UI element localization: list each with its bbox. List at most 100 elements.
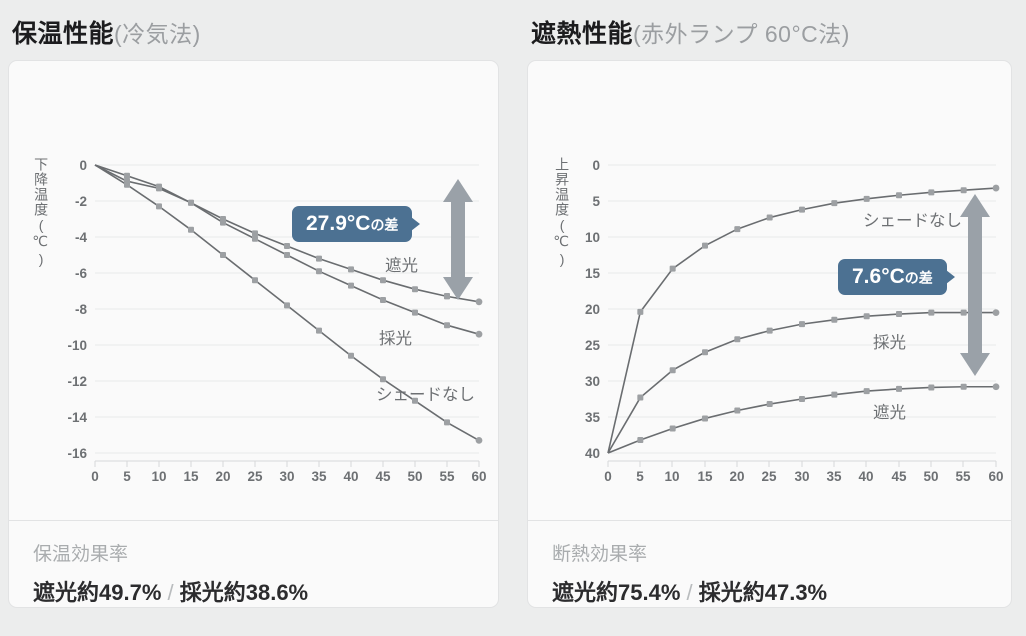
svg-text:0: 0	[604, 469, 612, 481]
svg-text:15: 15	[183, 469, 199, 481]
efficiency-value-b-left: 採光約38.6%	[179, 580, 309, 605]
footer-left: 保温効果率 遮光約49.7% / 採光約38.6%	[9, 521, 498, 607]
svg-text:30: 30	[585, 374, 600, 389]
efficiency-value-b-right: 採光約47.3%	[698, 580, 828, 605]
svg-text:35: 35	[585, 410, 601, 425]
series-shakou-left	[94, 164, 483, 306]
svg-text:-4: -4	[75, 230, 87, 245]
svg-text:35: 35	[826, 469, 842, 481]
panel-heat-retention: 保温性能(冷気法) 下降温度(℃)	[8, 20, 499, 608]
svg-text:-2: -2	[75, 194, 87, 209]
svg-text:40: 40	[585, 446, 600, 461]
svg-text:55: 55	[439, 469, 455, 481]
svg-text:0: 0	[79, 158, 87, 173]
efficiency-separator-left: /	[161, 580, 180, 605]
svg-text:35: 35	[311, 469, 327, 481]
svg-text:5: 5	[592, 194, 600, 209]
svg-text:10: 10	[151, 469, 166, 481]
y-axis-title-right: 上昇温度(℃)	[554, 157, 571, 268]
gridlines-right	[608, 164, 996, 454]
svg-text:45: 45	[375, 469, 391, 481]
series-label-shakou-left: 遮光	[385, 256, 418, 275]
svg-text:15: 15	[585, 266, 601, 281]
page-title-right: 遮熱性能(赤外ランプ 60°C法)	[531, 14, 1012, 50]
svg-text:60: 60	[471, 469, 486, 481]
difference-badge-left: 27.9°Cの差	[292, 206, 421, 242]
series-noshade-right-markers	[637, 184, 1000, 315]
svg-text:50: 50	[407, 469, 422, 481]
svg-text:-6: -6	[75, 266, 87, 281]
y-tick-labels-left: 0 -2 -4 -6 -8 -10 -12 -14 -16	[67, 158, 87, 461]
series-saikou-left	[94, 164, 483, 338]
svg-text:-16: -16	[67, 446, 87, 461]
x-tick-labels-right: 0 5 10 15 20 25 30 35 40 45 50 55 60	[604, 469, 1003, 481]
chart-card-right: 上昇温度(℃) 0	[527, 60, 1012, 608]
series-label-saikou-left: 採光	[379, 329, 412, 348]
panel-title-sub-left: (冷気法)	[114, 21, 201, 47]
difference-badge-value-right: 7.6°C	[852, 265, 905, 288]
svg-text:0: 0	[592, 158, 600, 173]
efficiency-value-a-left: 遮光約49.7%	[33, 580, 162, 605]
svg-text:-12: -12	[67, 374, 87, 389]
svg-text:25: 25	[761, 469, 777, 481]
series-noshade-left	[94, 164, 483, 444]
series-shakou-right-markers	[637, 383, 1000, 444]
difference-arrow-left	[443, 179, 473, 300]
series-saikou-right	[607, 309, 1000, 454]
svg-text:20: 20	[585, 302, 600, 317]
series-label-shakou-right: 遮光	[873, 403, 906, 422]
difference-arrow-right	[960, 194, 990, 376]
difference-badge-value-left: 27.9°C	[306, 212, 371, 235]
chart-card-left: 下降温度(℃)	[8, 60, 499, 608]
svg-text:15: 15	[697, 469, 713, 481]
svg-text:50: 50	[923, 469, 938, 481]
y-tick-labels-right: 0 5 10 15 20 25 30 35 40	[585, 158, 601, 461]
x-tick-labels-left: 0 5 10 15 20 25 30 35 40 45 50 55 60	[91, 469, 486, 481]
series-label-noshade-right: シェードなし	[863, 211, 962, 230]
svg-text:45: 45	[891, 469, 907, 481]
y-axis-title-left: 下降温度(℃)	[33, 157, 50, 268]
svg-text:-14: -14	[67, 410, 87, 425]
svg-text:5: 5	[123, 469, 131, 481]
svg-text:10: 10	[664, 469, 679, 481]
svg-text:-8: -8	[75, 302, 87, 317]
chart-area-right: 上昇温度(℃) 0	[528, 61, 1011, 520]
panel-title-sub-right: (赤外ランプ 60°C法)	[633, 21, 850, 47]
series-noshade-left-markers	[124, 181, 483, 444]
card-divider-right	[528, 520, 1011, 521]
svg-text:20: 20	[729, 469, 744, 481]
efficiency-value-left: 遮光約49.7% / 採光約38.6%	[33, 575, 498, 607]
svg-text:10: 10	[585, 230, 600, 245]
x-axis-ticks-left	[94, 461, 480, 467]
x-axis-ticks-right	[607, 461, 997, 467]
efficiency-label-right: 断熱効果率	[552, 544, 648, 565]
svg-text:40: 40	[858, 469, 873, 481]
series-saikou-right-markers	[637, 309, 1000, 401]
svg-text:20: 20	[215, 469, 230, 481]
card-divider-left	[9, 520, 498, 521]
efficiency-value-a-right: 遮光約75.4%	[552, 580, 681, 605]
difference-badge-suffix-left: の差	[370, 217, 399, 233]
difference-badge-suffix-right: の差	[904, 270, 933, 286]
difference-badge-right: 7.6°Cの差	[838, 259, 955, 295]
gridlines-left	[95, 164, 479, 454]
svg-text:30: 30	[794, 469, 809, 481]
svg-text:-10: -10	[67, 338, 87, 353]
series-noshade-right	[607, 184, 1000, 454]
svg-text:5: 5	[636, 469, 644, 481]
series-shakou-right	[607, 383, 1000, 454]
series-label-noshade-left: シェードなし	[376, 385, 475, 404]
panel-heat-shield: 遮熱性能(赤外ランプ 60°C法) 上昇温度(℃)	[513, 0, 1026, 636]
efficiency-value-right: 遮光約75.4% / 採光約47.3%	[552, 575, 1011, 607]
panel-title-main-left: 保温性能	[12, 20, 115, 48]
efficiency-label-left: 保温効果率	[33, 544, 129, 565]
svg-text:0: 0	[91, 469, 99, 481]
footer-right: 断熱効果率 遮光約75.4% / 採光約47.3%	[528, 521, 1011, 607]
svg-text:55: 55	[955, 469, 971, 481]
svg-text:60: 60	[988, 469, 1003, 481]
svg-text:40: 40	[343, 469, 358, 481]
svg-text:25: 25	[247, 469, 263, 481]
line-chart-right: 0 5 10 15 20 25 30 35 40	[585, 158, 1004, 481]
series-label-saikou-right: 採光	[873, 333, 906, 352]
